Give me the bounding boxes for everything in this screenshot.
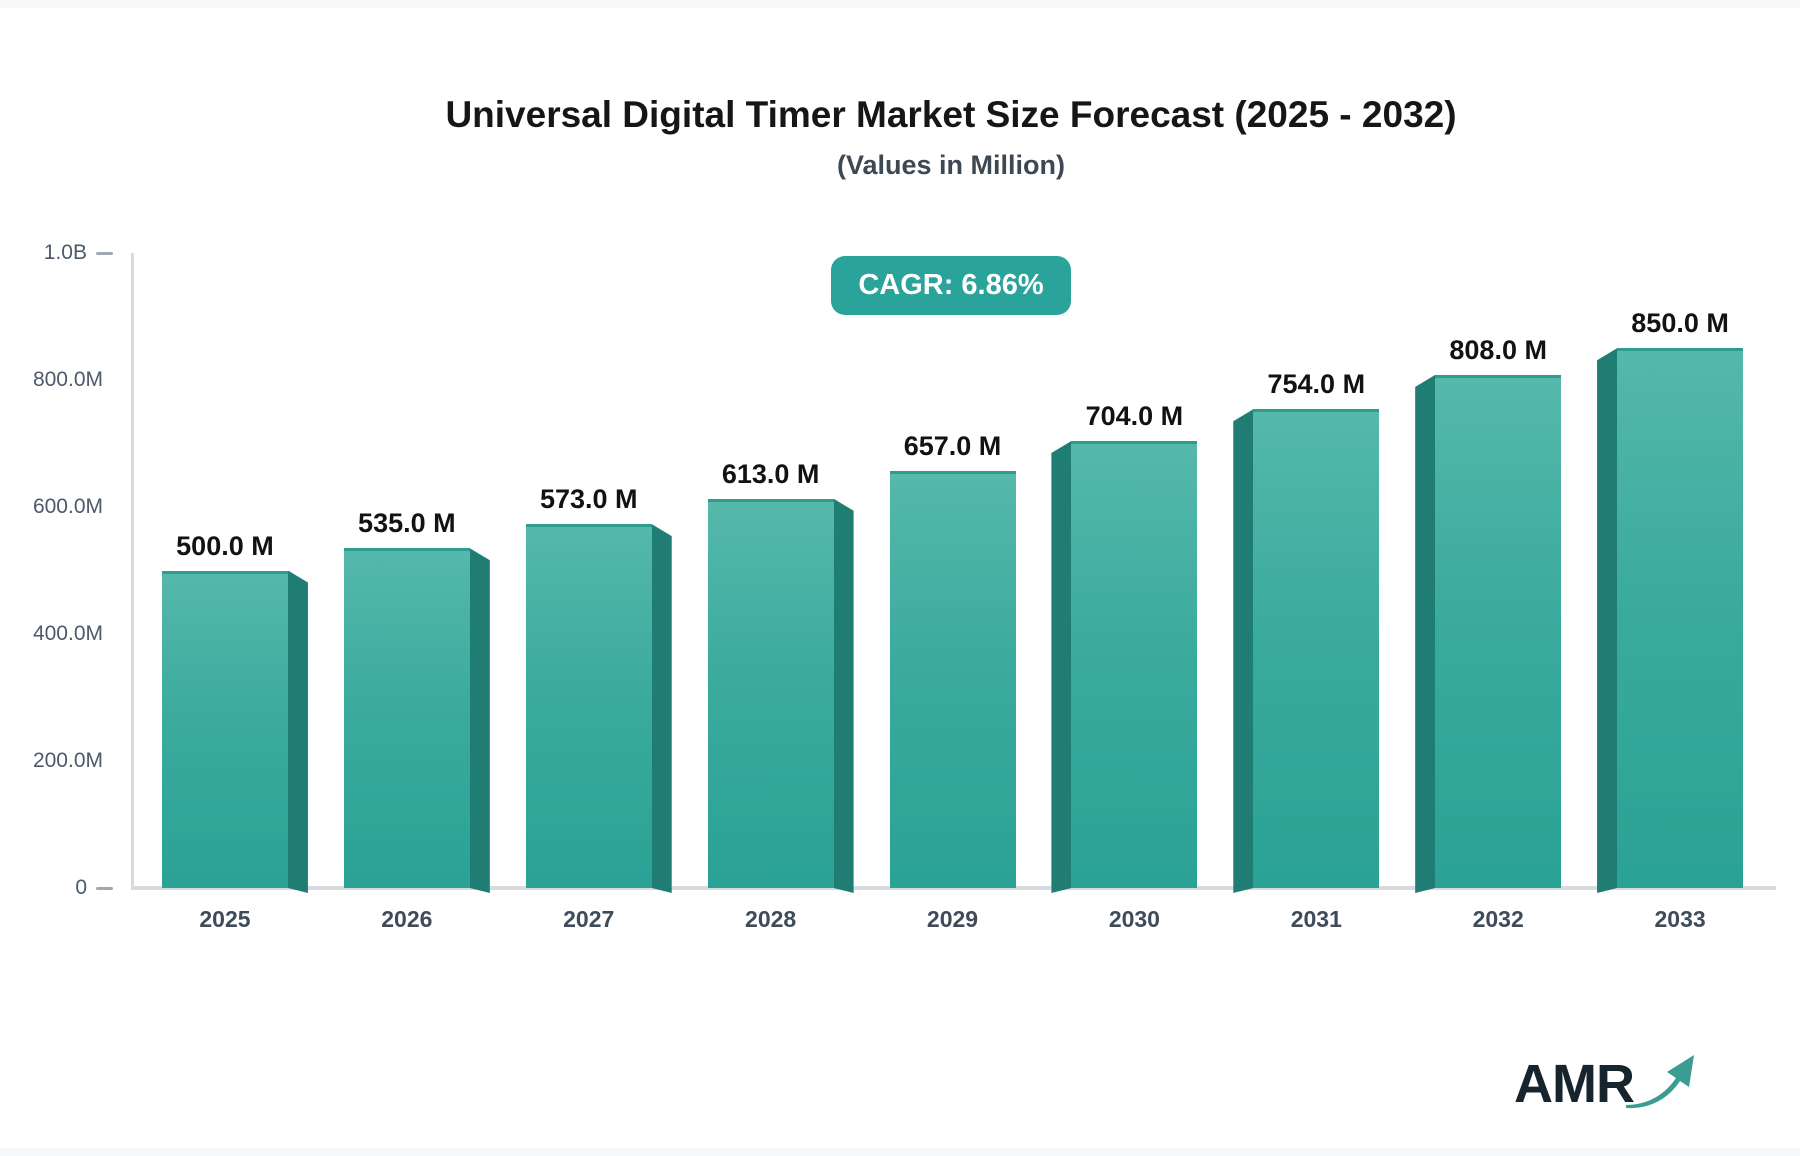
bar-value-label-2028: 613.0 M [721,458,820,489]
bar-group-2025: 500.0 M 2025 [134,253,316,932]
bar-stack-2032: 808.0 M [1435,335,1562,888]
x-axis-label-2028: 2028 [745,906,797,932]
x-axis-label-2030: 2030 [1108,906,1160,932]
bar-stack-2030: 704.0 M [1071,401,1198,888]
bar-2031 [1253,409,1380,888]
page-top-strip [0,0,1800,8]
bar-group-2027: 573.0 M 2027 [498,253,680,932]
bar-group-2030: 704.0 M 2030 [1043,253,1225,932]
y-tick-label: 200.0M [32,749,103,772]
x-axis-label-2025: 2025 [199,906,251,932]
bar-group-2026: 535.0 M 2026 [316,253,498,932]
cagr-badge-row: CAGR: 6.86% [131,256,1771,315]
bar-group-2032: 808.0 M 2032 [1407,253,1589,932]
bar-3d-side [1415,375,1435,893]
bar-value-label-2025: 500.0 M [176,530,274,561]
bar-2033 [1617,348,1744,888]
bar-3d-side [834,499,854,893]
bar-group-2033: 850.0 M 2033 [1589,253,1771,932]
bar-value-label-2026: 535.0 M [358,508,456,539]
bar-3d-side [652,524,672,893]
chart-title: Universal Digital Timer Market Size Fore… [445,94,1457,135]
bar-stack-2027: 573.0 M [525,484,652,888]
bar-3d-side [1597,348,1617,893]
y-tick-800.0M: 800.0M [33,368,103,392]
bar-stack-2026: 535.0 M [343,508,470,888]
bar-value-label-2033: 850.0 M [1631,308,1729,339]
bar-2028 [707,498,834,888]
bar-2032 [1435,374,1562,888]
bar-stack-2028: 613.0 M [707,459,834,888]
bar-stack-2025: 500.0 M [161,531,288,889]
bar-value-label-2032: 808.0 M [1449,334,1547,365]
tick-dash [96,886,113,890]
chart-subtitle: (Values in Million) [836,150,1066,180]
bar-3d-side [470,548,490,893]
bar-stack-2033: 850.0 M [1617,308,1744,888]
y-tick-label: 1.0B [43,241,87,264]
bar-2030 [1071,440,1198,888]
bar-2029 [889,470,1016,888]
bar-3d-side [288,571,308,894]
y-tick-600.0M: 600.0M [33,495,103,519]
page-bottom-strip [0,1148,1800,1156]
x-axis-label-2032: 2032 [1472,906,1524,932]
bar-2025 [161,570,288,888]
y-tick-400.0M: 400.0M [33,622,103,646]
y-tick-label: 400.0M [32,622,103,645]
y-tick-200.0M: 200.0M [33,749,103,773]
x-axis-label-2026: 2026 [381,906,433,932]
x-axis-label-2027: 2027 [563,906,615,932]
brand-logo: AMR [1514,1052,1698,1116]
x-axis-label-2033: 2033 [1654,906,1706,932]
bar-value-label-2027: 573.0 M [539,484,638,515]
cagr-badge: CAGR: 6.86% [831,256,1071,315]
bar-group-2028: 613.0 M 2028 [680,253,862,932]
y-tick-label: 0 [75,876,87,899]
tick-dash [96,251,113,255]
x-axis-label-2029: 2029 [926,906,979,932]
y-tick-label: 800.0M [32,368,103,391]
y-axis: 0 200.0M 400.0M 600.0M 800.0M 1.0B [0,241,113,899]
bar-stack-2031: 754.0 M [1253,369,1380,888]
bar-2026 [343,548,470,888]
bar-stack-2029: 657.0 M [889,431,1016,888]
bar-group-2029: 657.0 M 2029 [862,253,1044,932]
y-tick-1.0B: 1.0B [44,241,113,265]
x-axis-label-2031: 2031 [1290,906,1342,932]
bar-value-label-2031: 754.0 M [1267,369,1366,400]
bar-group-2031: 754.0 M 2031 [1225,253,1407,932]
bar-value-label-2030: 704.0 M [1085,400,1184,431]
bar-value-label-2029: 657.0 M [903,430,1002,461]
growth-arrow-icon [1626,1055,1694,1109]
bar-2027 [525,524,652,888]
y-tick-0: 0 [75,876,113,900]
brand-logo-text: AMR [1514,1054,1635,1114]
plot-area: 500.0 M 2025 535.0 M 2026 573.0 M 2027 613.0 M… [131,253,1776,932]
bar-3d-side [1051,441,1071,893]
y-tick-label: 600.0M [32,495,103,518]
bar-3d-side [1233,409,1253,893]
